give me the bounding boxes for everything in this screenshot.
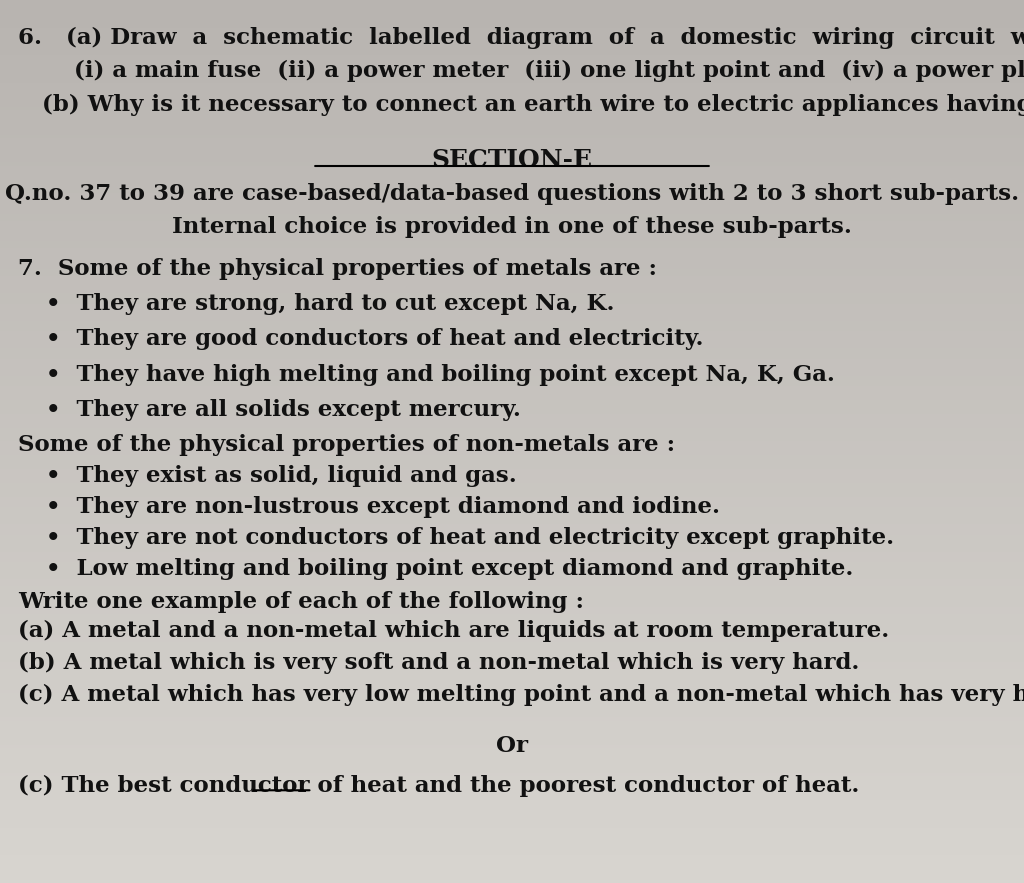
- Text: 7.  Some of the physical properties of metals are :: 7. Some of the physical properties of me…: [18, 258, 657, 280]
- Text: Q.no. 37 to 39 are case-based/data-based questions with 2 to 3 short sub-parts.: Q.no. 37 to 39 are case-based/data-based…: [5, 183, 1019, 205]
- Text: •  Low melting and boiling point except diamond and graphite.: • Low melting and boiling point except d…: [46, 558, 853, 580]
- Text: •  They are strong, hard to cut except Na, K.: • They are strong, hard to cut except Na…: [46, 293, 614, 315]
- Text: Write one example of each of the following :: Write one example of each of the followi…: [18, 591, 585, 613]
- Text: (c) A metal which has very low melting point and a non-metal which has very high: (c) A metal which has very low melting p…: [18, 683, 1024, 706]
- Text: •  They exist as solid, liquid and gas.: • They exist as solid, liquid and gas.: [46, 465, 517, 487]
- Text: (i) a main fuse  (ii) a power meter  (iii) one light point and  (iv) a power plu: (i) a main fuse (ii) a power meter (iii)…: [18, 60, 1024, 82]
- Text: SECTION-E: SECTION-E: [431, 148, 593, 172]
- Text: •  They are not conductors of heat and electricity except graphite.: • They are not conductors of heat and el…: [46, 527, 894, 549]
- Text: •  They have high melting and boiling point except Na, K, Ga.: • They have high melting and boiling poi…: [46, 364, 835, 386]
- Text: (a) A metal and a non-metal which are liquids at room temperature.: (a) A metal and a non-metal which are li…: [18, 620, 890, 642]
- Text: Internal choice is provided in one of these sub-parts.: Internal choice is provided in one of th…: [172, 216, 852, 238]
- Text: Or: Or: [496, 735, 528, 757]
- Text: •  They are good conductors of heat and electricity.: • They are good conductors of heat and e…: [46, 328, 703, 351]
- Text: Some of the physical properties of non-metals are :: Some of the physical properties of non-m…: [18, 434, 676, 457]
- Text: •  They are non-lustrous except diamond and iodine.: • They are non-lustrous except diamond a…: [46, 496, 720, 518]
- Text: (b) A metal which is very soft and a non-metal which is very hard.: (b) A metal which is very soft and a non…: [18, 652, 860, 674]
- Text: (b) Why is it necessary to connect an earth wire to electric appliances having m: (b) Why is it necessary to connect an ea…: [18, 94, 1024, 116]
- Text: 6.   (a) Draw  a  schematic  labelled  diagram  of  a  domestic  wiring  circuit: 6. (a) Draw a schematic labelled diagram…: [18, 26, 1024, 49]
- Text: •  They are all solids except mercury.: • They are all solids except mercury.: [46, 399, 521, 421]
- Text: (c) The best conductor of heat and the poorest conductor of heat.: (c) The best conductor of heat and the p…: [18, 775, 860, 797]
